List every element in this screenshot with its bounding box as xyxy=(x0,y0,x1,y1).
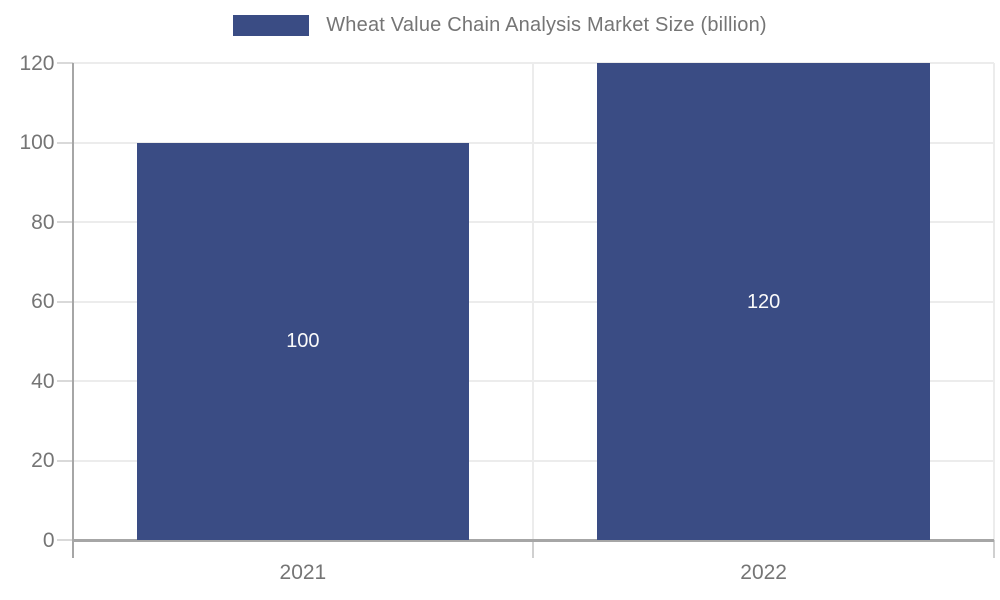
ytick-mark-60 xyxy=(56,300,73,303)
ytick-mark-20 xyxy=(56,459,73,462)
ytick-label-40: 40 xyxy=(31,369,55,393)
xtick-mark-1 xyxy=(532,540,535,558)
legend-label: Wheat Value Chain Analysis Market Size (… xyxy=(326,14,767,36)
ytick-mark-120 xyxy=(56,62,73,64)
xtick-label-2021: 2021 xyxy=(279,561,327,584)
ytick-mark-100 xyxy=(56,141,73,144)
gridline-x-2 xyxy=(993,63,995,540)
ytick-label-60: 60 xyxy=(31,290,55,313)
bar-2021 xyxy=(136,142,470,540)
ytick-mark-80 xyxy=(56,221,73,223)
ytick-label-20: 20 xyxy=(31,449,55,472)
bar-2022 xyxy=(597,63,930,540)
ytick-label-80: 80 xyxy=(31,210,55,234)
ytick-mark-40 xyxy=(56,380,73,382)
gridline-x-1 xyxy=(532,63,535,540)
ytick-label-120: 120 xyxy=(19,51,55,75)
bar-value-2021: 100 xyxy=(286,330,320,353)
ytick-label-0: 0 xyxy=(42,528,55,552)
xtick-mark-2 xyxy=(993,540,995,558)
ytick-mark-0 xyxy=(56,539,73,541)
ytick-label-100: 100 xyxy=(19,131,55,154)
bar-value-2022: 120 xyxy=(746,290,781,313)
legend-swatch xyxy=(233,15,310,36)
y-axis-line xyxy=(71,63,74,558)
xtick-label-2022: 2022 xyxy=(740,561,787,584)
chart-legend: Wheat Value Chain Analysis Market Size (… xyxy=(0,14,1000,37)
x-axis-line xyxy=(72,539,994,542)
